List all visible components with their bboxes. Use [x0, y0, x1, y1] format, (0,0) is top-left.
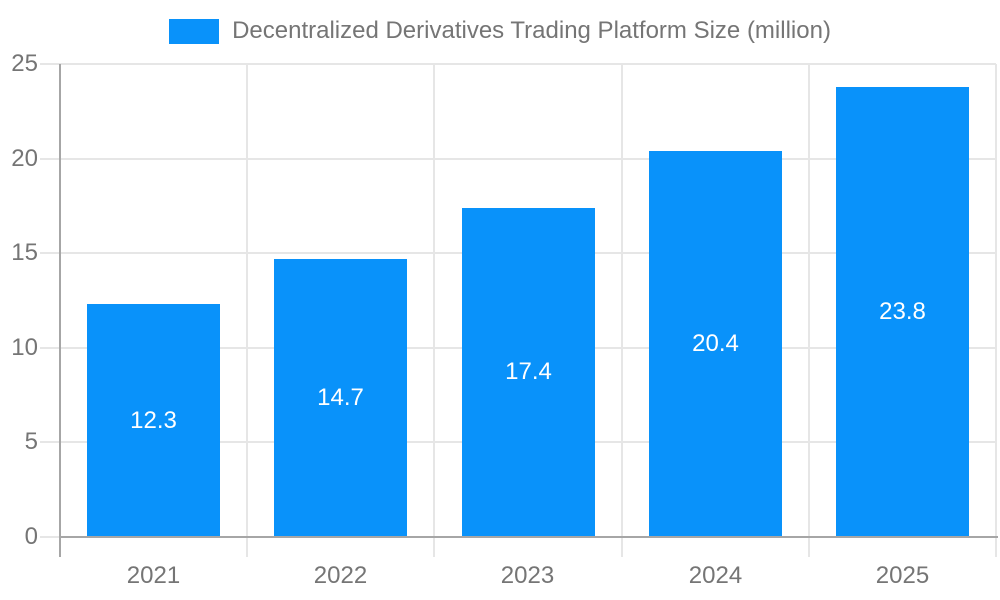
bar-value-label: 12.3	[130, 407, 177, 434]
bar-value-label: 14.7	[317, 384, 364, 411]
x-axis-tick-label: 2024	[688, 562, 743, 589]
y-axis-tick-label: 10	[11, 333, 38, 361]
x-gridline	[620, 64, 623, 557]
bar-value-label: 17.4	[505, 358, 552, 385]
x-gridline	[246, 64, 249, 557]
bar-value-label: 23.8	[879, 298, 926, 325]
bar-value-label: 20.4	[692, 330, 739, 357]
chart-title: Decentralized Derivatives Trading Platfo…	[232, 17, 831, 44]
x-axis-tick-label: 2022	[313, 562, 368, 589]
bar	[274, 258, 407, 537]
x-gridline	[995, 64, 997, 557]
y-axis-tick-label: 20	[11, 144, 38, 172]
x-gridline	[433, 64, 436, 557]
chart-legend: Decentralized Derivatives Trading Platfo…	[0, 15, 1000, 47]
bar	[462, 207, 595, 537]
y-axis-tick-label: 25	[11, 50, 38, 77]
x-axis-tick-label: 2021	[126, 562, 181, 589]
x-gridline	[807, 64, 810, 557]
x-axis-line	[60, 536, 998, 538]
bar	[87, 304, 220, 537]
y-gridline	[40, 157, 996, 160]
y-axis-tick	[40, 536, 60, 538]
x-axis-tick-label: 2023	[500, 562, 555, 589]
y-axis-tick-label: 15	[11, 239, 38, 267]
bar	[649, 151, 782, 537]
x-axis-tick-label: 2025	[875, 562, 930, 589]
legend-swatch-icon	[169, 18, 220, 44]
y-gridline	[40, 63, 996, 65]
y-axis-tick-label: 0	[24, 523, 38, 550]
y-axis-tick-label: 5	[24, 428, 38, 456]
bar	[836, 86, 969, 537]
y-axis-line	[59, 64, 61, 557]
